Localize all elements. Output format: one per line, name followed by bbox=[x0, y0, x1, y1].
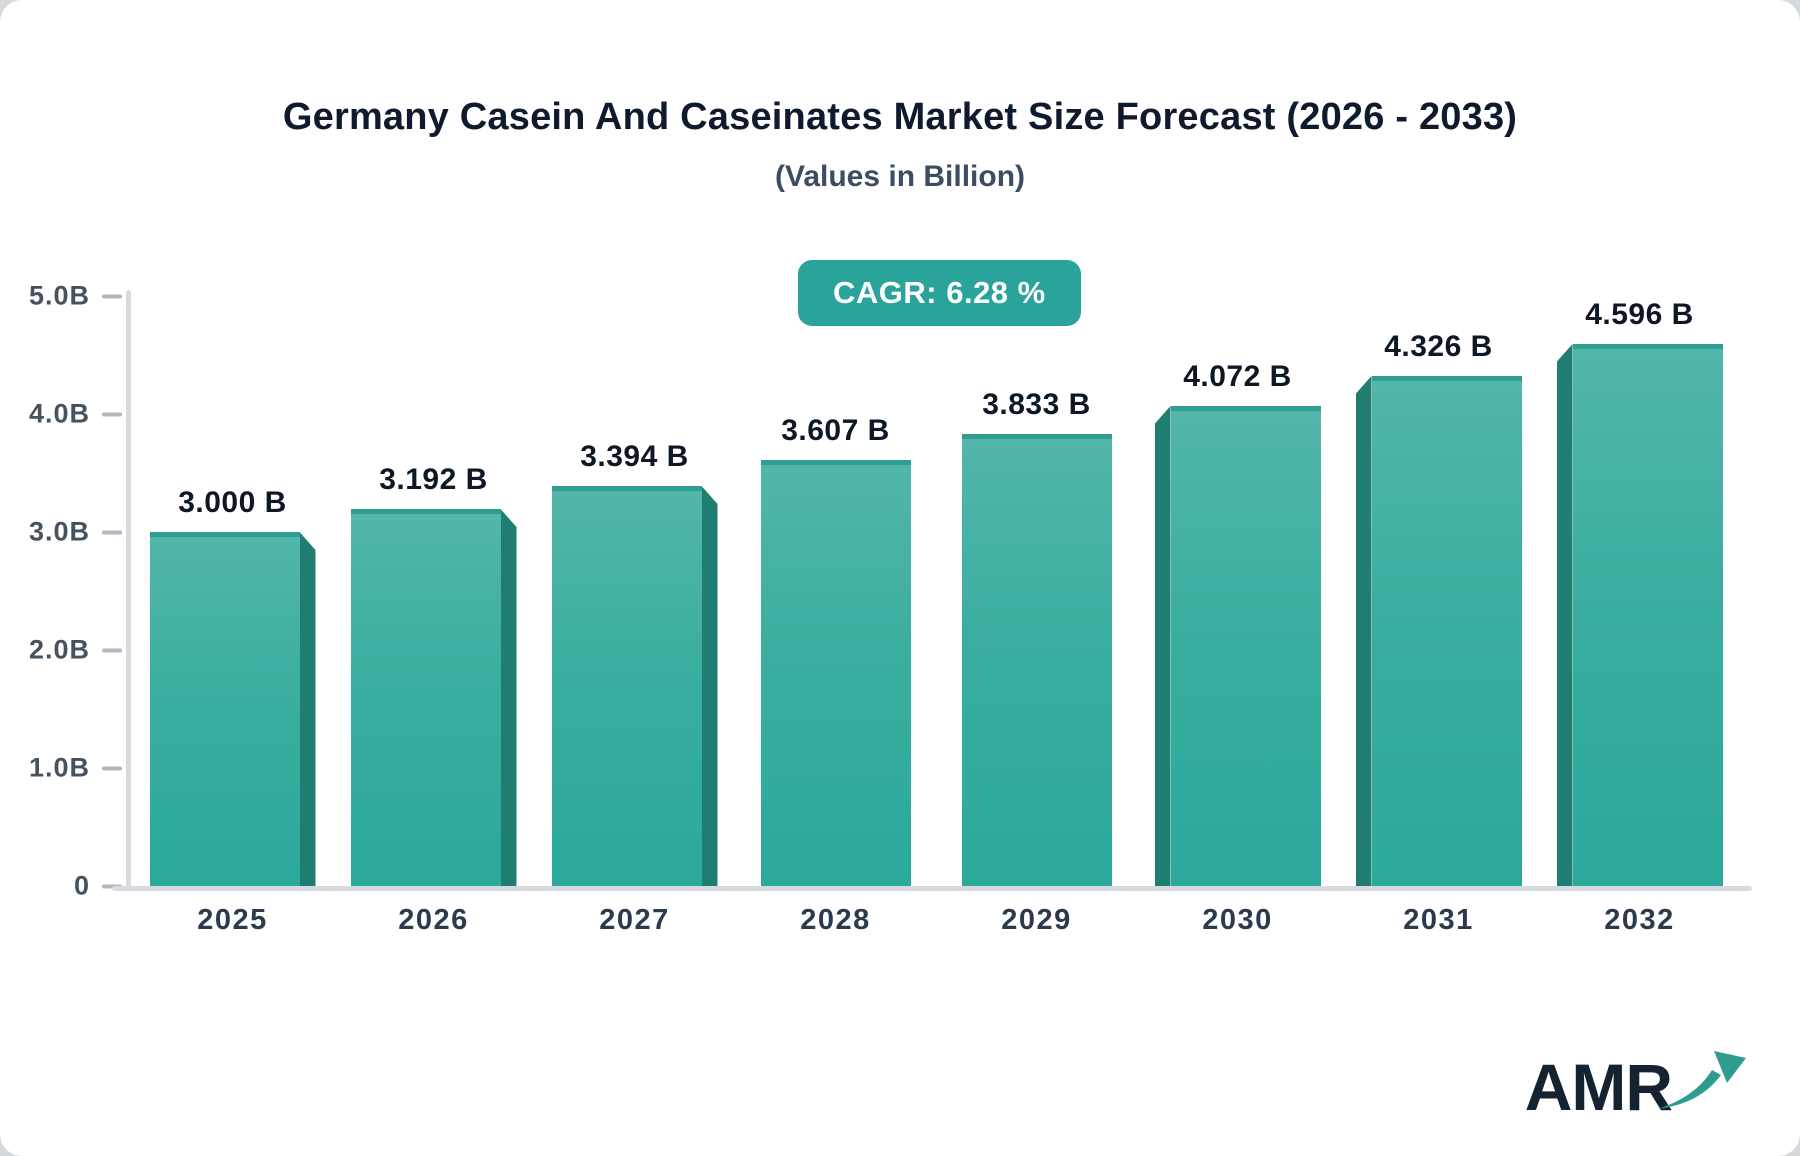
bar-side-3d bbox=[299, 532, 316, 886]
bar-face bbox=[1170, 406, 1321, 886]
bar-face bbox=[1371, 376, 1522, 886]
bar-slot: 4.072 B bbox=[1137, 296, 1338, 886]
tick-mark bbox=[102, 294, 122, 298]
tick-mark bbox=[102, 648, 122, 652]
bar-top-edge bbox=[350, 509, 501, 514]
bar: 4.326 B bbox=[1355, 330, 1522, 886]
bar-face bbox=[1572, 344, 1723, 886]
bar-side-3d bbox=[1355, 376, 1372, 886]
bar-top-edge bbox=[1371, 376, 1522, 381]
growth-arrow-icon bbox=[1656, 1049, 1748, 1118]
bar-value-label: 4.596 B bbox=[1585, 298, 1694, 331]
bar-value-label: 4.072 B bbox=[1183, 360, 1292, 393]
y-axis-label: 0 bbox=[73, 870, 90, 901]
bar-top-edge bbox=[1572, 344, 1723, 349]
x-axis: 2025 2026 2027 2028 2029 2030 2031 2032 bbox=[132, 904, 1740, 937]
x-axis-line bbox=[112, 886, 1752, 891]
bar-face bbox=[149, 532, 300, 886]
x-axis-label: 2025 bbox=[197, 904, 268, 936]
bar: 4.596 B bbox=[1556, 298, 1723, 886]
bar-face bbox=[350, 509, 501, 886]
y-axis-tick: 1.0B bbox=[22, 753, 126, 784]
y-axis-label: 3.0B bbox=[28, 516, 90, 547]
x-axis-label: 2026 bbox=[398, 904, 469, 936]
bar-face bbox=[760, 460, 911, 886]
bar-slot: 4.326 B bbox=[1338, 296, 1539, 886]
bar-top-edge bbox=[1170, 406, 1321, 411]
bar-side-3d bbox=[1154, 406, 1171, 886]
bar-slot: 3.394 B bbox=[534, 296, 735, 886]
y-axis-tick: 2.0B bbox=[22, 635, 126, 666]
bar-top-edge bbox=[551, 486, 702, 491]
bar-value-label: 3.000 B bbox=[178, 486, 287, 519]
bar-slot: 3.607 B bbox=[735, 296, 936, 886]
y-axis-line bbox=[126, 290, 131, 891]
bar-slot: 3.192 B bbox=[333, 296, 534, 886]
bar: 4.072 B bbox=[1154, 360, 1321, 886]
y-axis-tick: 4.0B bbox=[22, 399, 126, 430]
chart-subtitle: (Values in Billion) bbox=[774, 160, 1026, 193]
plot-area: 3.000 B 3.192 B 3.394 B 3.607 B 3.833 B 4.072… bbox=[132, 296, 1740, 886]
bar: 3.000 B bbox=[149, 486, 316, 886]
bar: 3.833 B bbox=[961, 388, 1112, 886]
bar-value-label: 3.607 B bbox=[781, 414, 890, 447]
x-axis-label: 2031 bbox=[1403, 904, 1474, 936]
y-axis-label: 5.0B bbox=[28, 280, 90, 311]
tick-mark bbox=[102, 766, 122, 770]
bar: 3.607 B bbox=[760, 414, 911, 886]
x-axis-label: 2028 bbox=[800, 904, 871, 936]
y-axis-label: 2.0B bbox=[28, 634, 90, 665]
cagr-badge: CAGR: 6.28 % bbox=[798, 260, 1081, 326]
bar: 3.394 B bbox=[551, 440, 718, 886]
bar-slot: 3.000 B bbox=[132, 296, 333, 886]
chart-title: Germany Casein And Caseinates Market Siz… bbox=[282, 96, 1518, 138]
amr-logo-text: AMR bbox=[1524, 1050, 1673, 1124]
y-axis: 5.0B 4.0B 3.0B 2.0B 1.0B 0 bbox=[22, 281, 126, 901]
bar-side-3d bbox=[500, 509, 517, 886]
bar-top-edge bbox=[961, 434, 1112, 439]
bar-value-label: 3.833 B bbox=[982, 388, 1091, 421]
y-axis-tick: 3.0B bbox=[22, 517, 126, 548]
bar-side-3d bbox=[701, 486, 718, 886]
bar-value-label: 4.326 B bbox=[1384, 330, 1493, 363]
y-axis-tick: 5.0B bbox=[22, 281, 126, 312]
y-axis-label: 4.0B bbox=[28, 398, 90, 429]
x-axis-label: 2027 bbox=[599, 904, 670, 936]
bar-side-3d bbox=[1556, 344, 1573, 886]
tick-mark bbox=[102, 530, 122, 534]
bar-value-label: 3.192 B bbox=[379, 463, 488, 496]
bar-slot: 3.833 B bbox=[936, 296, 1137, 886]
bar: 3.192 B bbox=[350, 463, 517, 886]
bar-top-edge bbox=[149, 532, 300, 537]
x-axis-label: 2029 bbox=[1001, 904, 1072, 936]
bars-container: 3.000 B 3.192 B 3.394 B 3.607 B 3.833 B 4.072… bbox=[132, 296, 1740, 886]
x-axis-label: 2032 bbox=[1604, 904, 1675, 936]
bar-value-label: 3.394 B bbox=[580, 440, 689, 473]
bar-slot: 4.596 B bbox=[1539, 296, 1740, 886]
bar-top-edge bbox=[760, 460, 911, 465]
bar-face bbox=[961, 434, 1112, 886]
y-axis-label: 1.0B bbox=[28, 752, 90, 783]
amr-logo: AMR bbox=[1525, 1049, 1748, 1120]
x-axis-label: 2030 bbox=[1202, 904, 1273, 936]
tick-mark bbox=[102, 412, 122, 416]
bar-face bbox=[551, 486, 702, 886]
y-axis-tick: 0 bbox=[22, 871, 126, 902]
